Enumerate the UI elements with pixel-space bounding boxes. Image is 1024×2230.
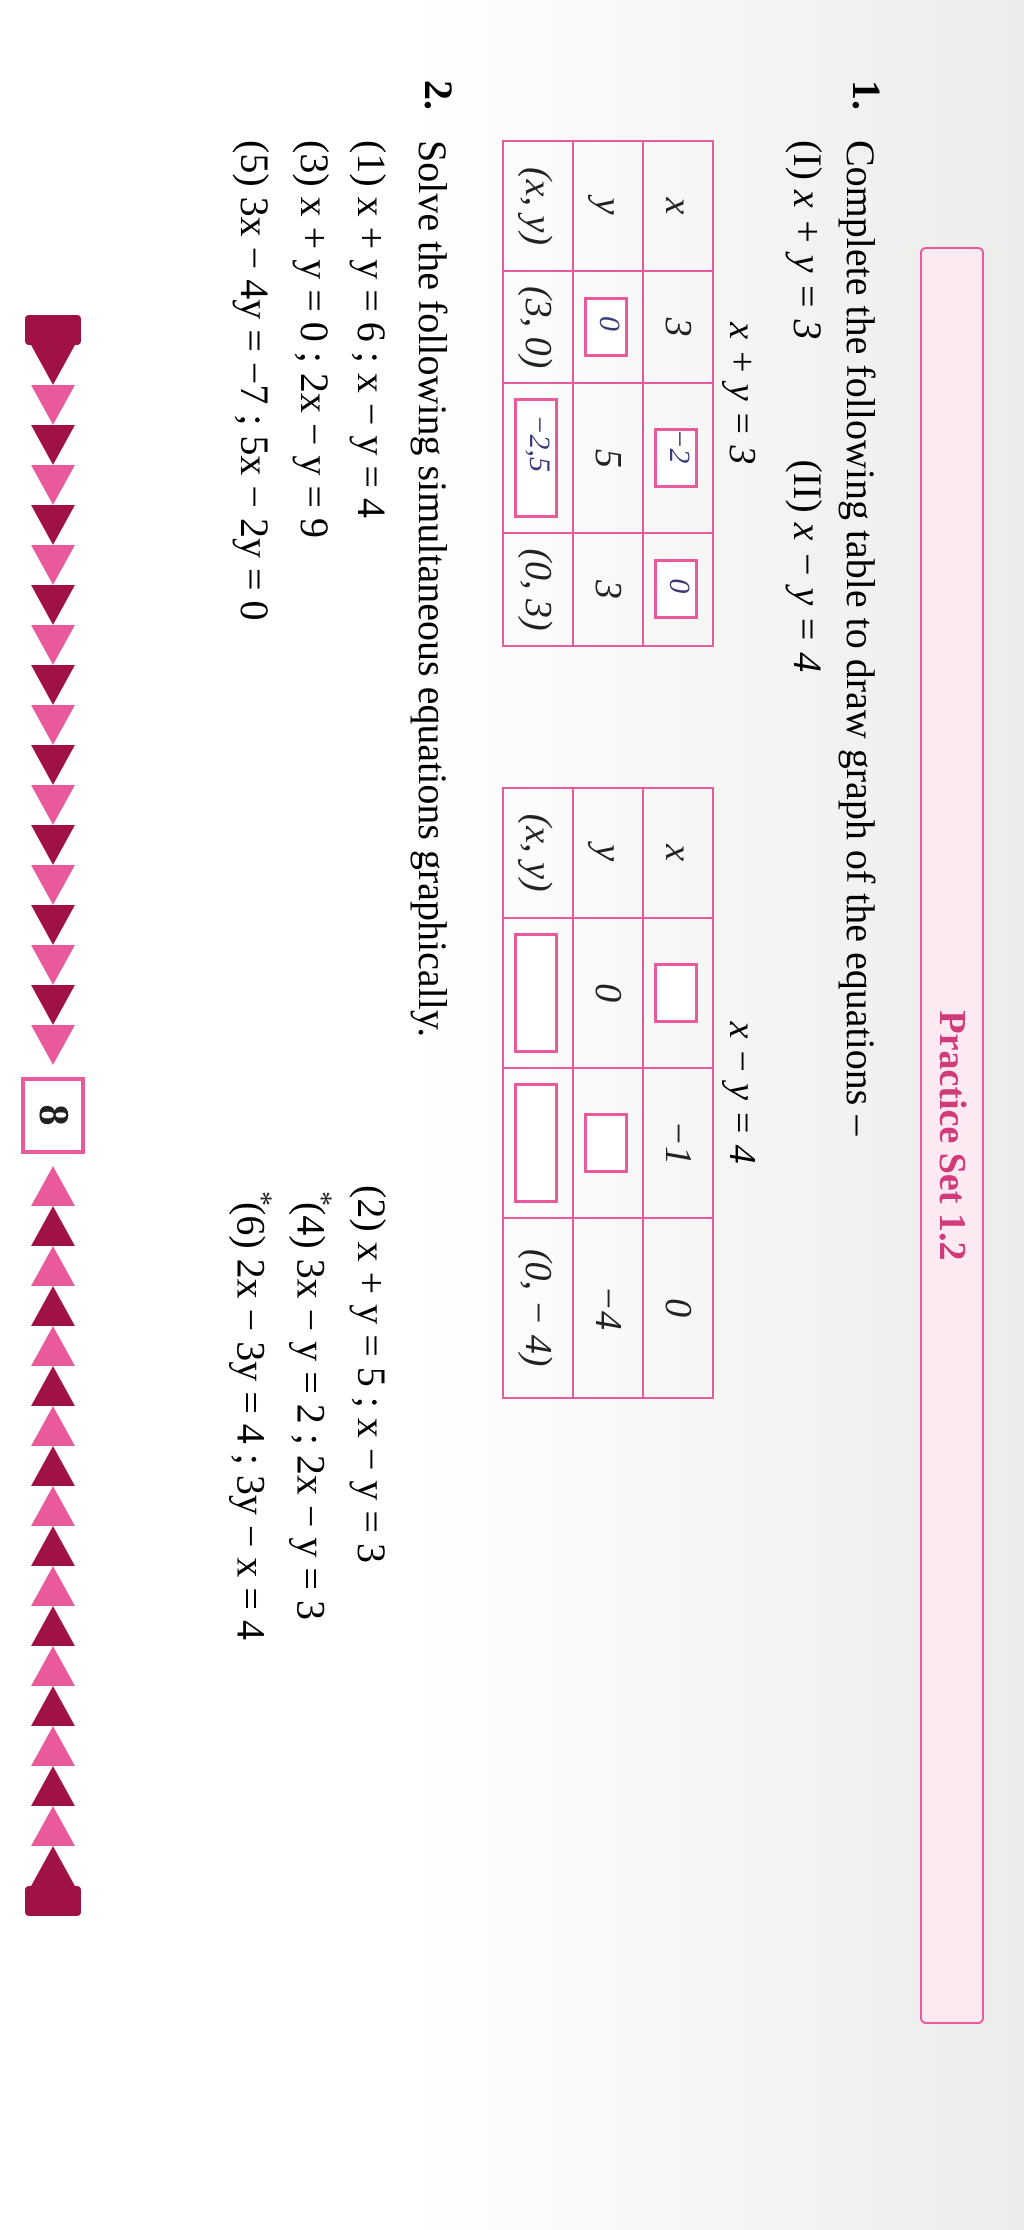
q2-part-3: (3) x + y = 0 ; 2x − y = 9 xyxy=(288,140,338,1125)
t2-r2c1: 0 xyxy=(573,918,643,1068)
handwriting: 0 xyxy=(662,578,696,593)
t1-r3c2: −2,5 xyxy=(503,383,573,533)
triangle-icon xyxy=(31,1246,75,1286)
triangle-icon xyxy=(31,905,75,945)
practice-set-header: Practice Set 1.2 xyxy=(920,247,984,2024)
blank-box xyxy=(514,1083,558,1203)
triangle-icon xyxy=(31,345,75,385)
q2-part-6: *(6) 2x − 3y = 4 ; 3y − x = 4 xyxy=(227,1185,277,2170)
t2-r2c0: y xyxy=(573,788,643,918)
t1-r1c3: 0 xyxy=(643,533,713,645)
triangle-icon xyxy=(31,1486,75,1526)
triangle-icon xyxy=(31,705,75,745)
table2-caption: x − y = 4 xyxy=(720,787,764,1399)
table1-caption: x + y = 3 xyxy=(720,140,764,647)
t1-r2c0: y xyxy=(573,141,643,271)
triangle-icon xyxy=(31,745,75,785)
triangle-icon xyxy=(31,1025,75,1065)
triangle-icon xyxy=(31,1726,75,1766)
triangle-icon xyxy=(31,1286,75,1326)
q2-part-2: (2) x + y = 5 ; x − y = 3 xyxy=(348,1185,395,2170)
t2-r3c3: (0, − 4) xyxy=(503,1218,573,1398)
triangle-icon xyxy=(31,1686,75,1726)
triangle-icon xyxy=(31,1366,75,1406)
triangle-icon xyxy=(31,865,75,905)
t1-r2c3: 3 xyxy=(573,533,643,645)
q2-part-1: (1) x + y = 6 ; x − y = 4 xyxy=(348,140,395,1125)
page-number-box: 8 xyxy=(21,1077,85,1154)
t1-r2c1: 0 xyxy=(573,271,643,383)
t2-r3c1 xyxy=(503,918,573,1068)
triangle-icon xyxy=(31,1846,75,1886)
q2-parts: (1) x + y = 6 ; x − y = 4 (2) x + y = 5 … xyxy=(227,140,395,2170)
triangle-icon xyxy=(31,665,75,705)
triangle-icon xyxy=(31,625,75,665)
t2-r2c3: −4 xyxy=(573,1218,643,1398)
footer-decor: 8 xyxy=(18,0,88,2230)
triangle-icon xyxy=(31,1166,75,1206)
blank-box xyxy=(654,963,698,1023)
table-2: x −1 0 y 0 −4 (x, y) xyxy=(502,787,714,1399)
triangle-icon xyxy=(31,1446,75,1486)
triangle-row-right xyxy=(33,1166,73,1886)
handwriting: −2,5 xyxy=(522,414,556,472)
t2-r1c3: 0 xyxy=(643,1218,713,1398)
question-2: 2. Solve the following simultaneous equa… xyxy=(227,80,462,2170)
bar-end-left xyxy=(25,315,81,345)
q2-text: Solve the following simultaneous equatio… xyxy=(409,140,456,2170)
t2-r1c1 xyxy=(643,918,713,1068)
triangle-icon xyxy=(31,1766,75,1806)
triangle-icon xyxy=(31,1406,75,1446)
triangle-icon xyxy=(31,505,75,545)
table-2-wrap: x − y = 4 x −1 0 y 0 −4 xyxy=(482,787,764,1399)
q1-part1: (I) x + y = 3 xyxy=(784,140,831,339)
handwriting: −2 xyxy=(662,428,696,463)
t2-r1c0: x xyxy=(643,788,713,918)
t1-r1c0: x xyxy=(643,141,713,271)
t1-r2c2: 5 xyxy=(573,383,643,533)
triangle-icon xyxy=(31,1326,75,1366)
triangle-icon xyxy=(31,425,75,465)
t2-r3c2 xyxy=(503,1068,573,1218)
triangle-icon xyxy=(31,985,75,1025)
triangle-icon xyxy=(31,785,75,825)
t1-r3c3: (0, 3) xyxy=(503,533,573,645)
q2-part-5: (5) 3x − 4y = −7 ; 5x − 2y = 0 xyxy=(227,140,277,1125)
handwriting: 0 xyxy=(592,316,626,331)
triangle-icon xyxy=(31,1606,75,1646)
bar-end-right xyxy=(25,1886,81,1916)
question-1: 1. Complete the following table to draw … xyxy=(482,80,890,2170)
t1-r3c1: (3, 0) xyxy=(503,271,573,383)
header-title: Practice Set 1.2 xyxy=(931,1010,973,1260)
q2-number: 2. xyxy=(227,80,462,140)
table-1-wrap: x + y = 3 x 3 −2 0 xyxy=(482,140,764,647)
t1-r3c0: (x, y) xyxy=(503,141,573,271)
triangle-icon xyxy=(31,1646,75,1686)
q2-part-4: *(4) 3x − y = 2 ; 2x − y = 3 xyxy=(288,1185,338,2170)
q1-part2: (II) x − y = 4 xyxy=(784,459,831,672)
table-1: x 3 −2 0 y xyxy=(502,140,714,647)
t2-r1c2: −1 xyxy=(643,1068,713,1218)
t2-r3c0: (x, y) xyxy=(503,788,573,918)
q1-text: Complete the following table to draw gra… xyxy=(837,140,884,2170)
triangle-icon xyxy=(31,1566,75,1606)
triangle-row-left xyxy=(33,345,73,1065)
triangle-icon xyxy=(31,825,75,865)
triangle-icon xyxy=(31,1206,75,1246)
t1-r1c2: −2 xyxy=(643,383,713,533)
triangle-icon xyxy=(31,385,75,425)
blank-box xyxy=(584,1113,628,1173)
triangle-icon xyxy=(31,465,75,505)
q1-number: 1. xyxy=(482,80,890,140)
blank-box xyxy=(514,933,558,1053)
triangle-icon xyxy=(31,585,75,625)
triangle-icon xyxy=(31,1526,75,1566)
t2-r2c2 xyxy=(573,1068,643,1218)
triangle-icon xyxy=(31,545,75,585)
triangle-icon xyxy=(31,1806,75,1846)
t1-r1c1: 3 xyxy=(643,271,713,383)
triangle-icon xyxy=(31,945,75,985)
